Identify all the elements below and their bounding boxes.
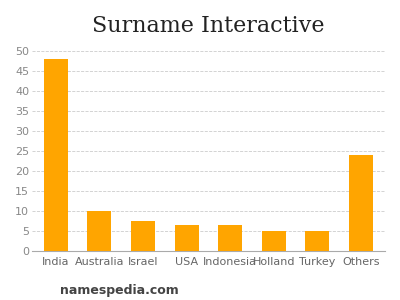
Title: Surname Interactive: Surname Interactive bbox=[92, 15, 325, 37]
Bar bbox=[131, 221, 155, 251]
Bar bbox=[306, 231, 330, 251]
Bar bbox=[44, 59, 68, 251]
Bar bbox=[349, 155, 373, 251]
Bar bbox=[218, 225, 242, 251]
Bar bbox=[88, 212, 112, 251]
Bar bbox=[175, 225, 199, 251]
Bar bbox=[262, 231, 286, 251]
Text: namespedia.com: namespedia.com bbox=[60, 284, 179, 297]
